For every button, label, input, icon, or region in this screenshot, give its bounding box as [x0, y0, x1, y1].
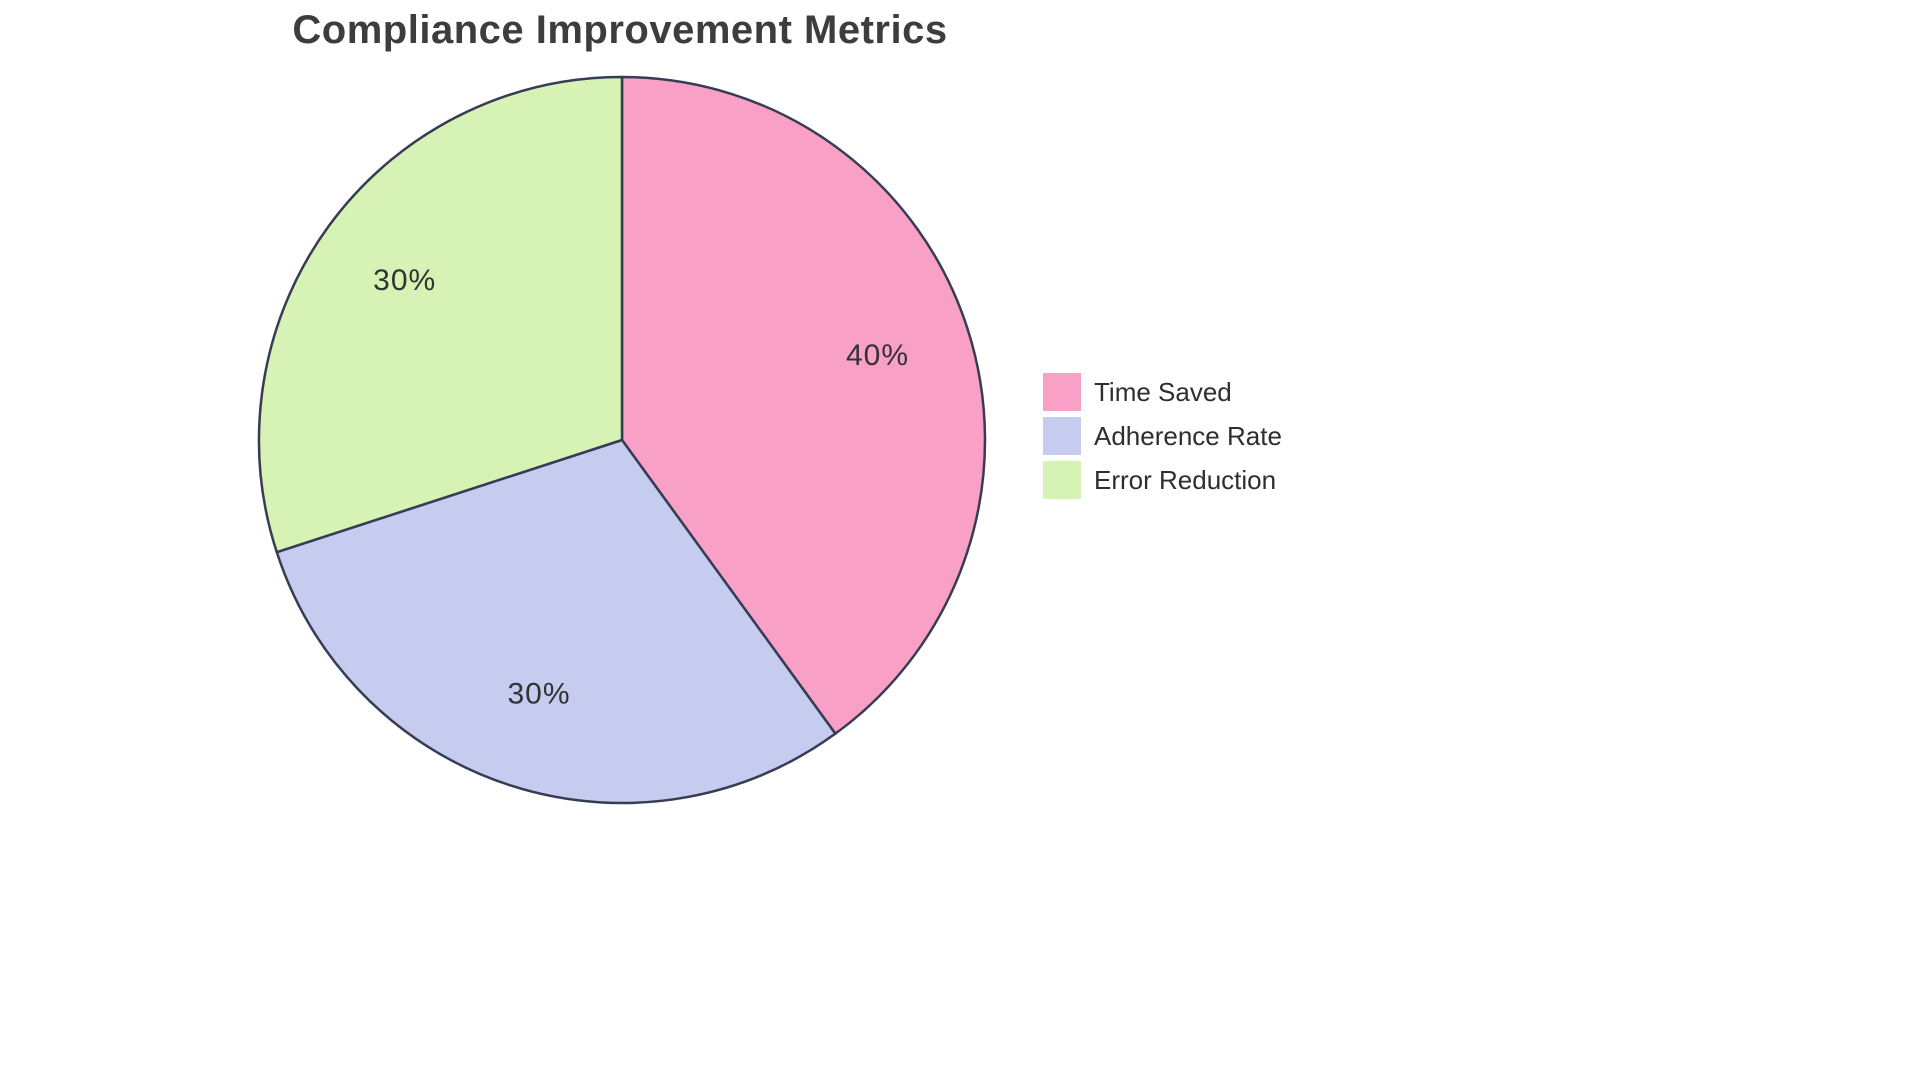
legend-label: Time Saved [1094, 376, 1232, 407]
legend-label: Error Reduction [1094, 464, 1277, 495]
legend-swatch [1043, 461, 1081, 499]
chart-title: Compliance Improvement Metrics [292, 8, 948, 52]
legend-item: Adherence Rate [1043, 417, 1282, 455]
pie-slice-adherence-rate [275, 438, 837, 805]
legend-label: Adherence Rate [1094, 420, 1282, 451]
slice-label: 30% [373, 264, 436, 297]
legend-swatch [1043, 417, 1081, 455]
slice-label: 40% [846, 339, 909, 372]
slice-label: 30% [507, 677, 570, 710]
pie-slice-time-saved [620, 75, 987, 735]
pie-slice-error-reduction [257, 75, 624, 554]
legend-swatch [1043, 373, 1081, 411]
legend-item: Time Saved [1043, 373, 1282, 411]
legend: Time Saved Adherence Rate Error Reduction [1043, 373, 1282, 499]
legend-item: Error Reduction [1043, 461, 1282, 499]
